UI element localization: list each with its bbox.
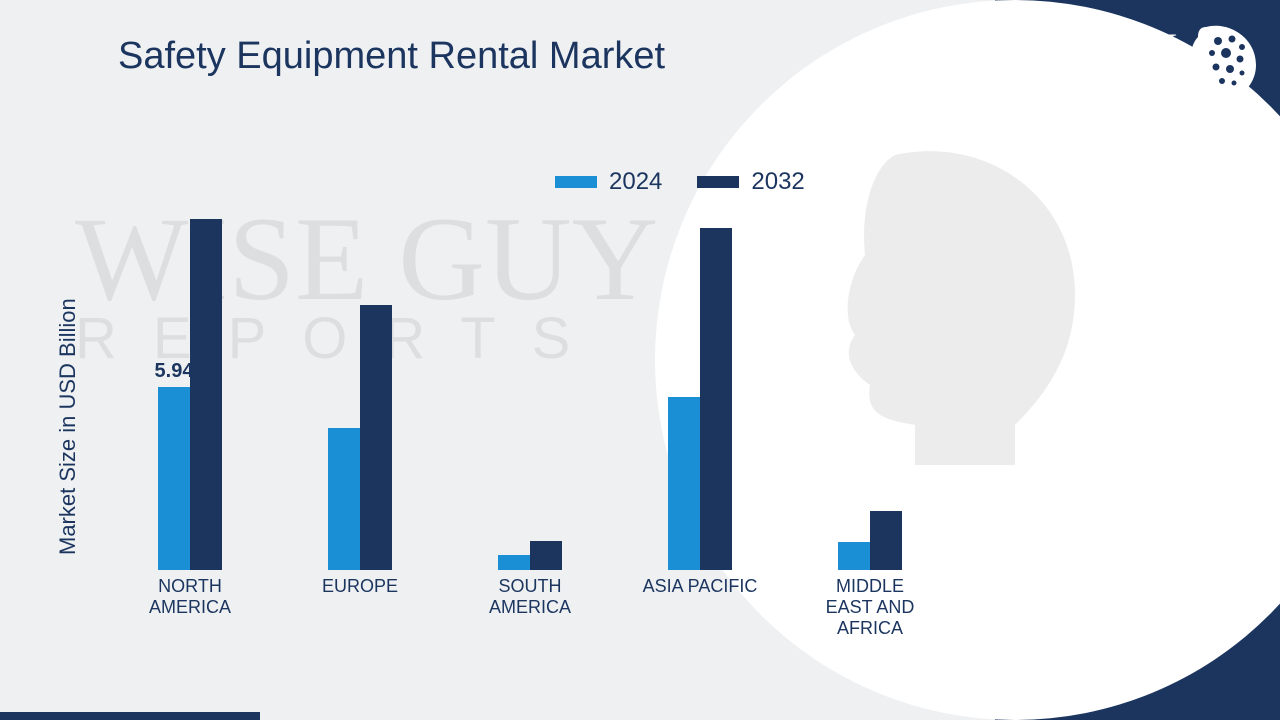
bar [530, 541, 562, 570]
bar [360, 305, 392, 570]
bar [328, 428, 360, 570]
bar-chart: 5.94NORTH AMERICA EUROPE SOUTH AMERICA ASIA… [90, 200, 920, 570]
category-label: SOUTH AMERICA [470, 576, 590, 618]
legend-item: 2024 [555, 168, 662, 196]
infographic-stage: WISE GUY REPORTS Safety Equipment Rental… [0, 0, 1280, 720]
bar-group: 5.94NORTH AMERICA [130, 200, 250, 570]
category-label: NORTH AMERICA [130, 576, 250, 618]
category-label: MIDDLE EAST AND AFRICA [810, 576, 930, 639]
bar [190, 219, 222, 571]
logo-head-icon [1188, 25, 1260, 105]
category-label: EUROPE [300, 576, 420, 597]
bar [700, 228, 732, 570]
bar-group: EUROPE [300, 200, 420, 570]
logo-line2: REPORTS [995, 67, 1178, 84]
category-label: ASIA PACIFIC [640, 576, 760, 597]
bar [668, 397, 700, 570]
logo-line1: WISE GUY [995, 25, 1178, 67]
legend-item: 2032 [697, 168, 804, 196]
bar-group: MIDDLE EAST AND AFRICA [810, 200, 930, 570]
chart-title: Safety Equipment Rental Market [118, 35, 665, 78]
bar [870, 511, 902, 570]
brand-logo: WISE GUY REPORTS [995, 25, 1260, 105]
legend-label: 2032 [751, 168, 804, 196]
legend: 2024 2032 [555, 168, 805, 196]
legend-label: 2024 [609, 168, 662, 196]
bar [838, 542, 870, 570]
legend-swatch [555, 176, 597, 188]
bar-group: SOUTH AMERICA [470, 200, 590, 570]
bar [158, 387, 190, 570]
legend-swatch [697, 176, 739, 188]
bar [498, 555, 530, 570]
footer-accent-bar [0, 712, 260, 720]
bar-group: ASIA PACIFIC [640, 200, 760, 570]
y-axis-label: Market Size in USD Billion [55, 298, 81, 555]
